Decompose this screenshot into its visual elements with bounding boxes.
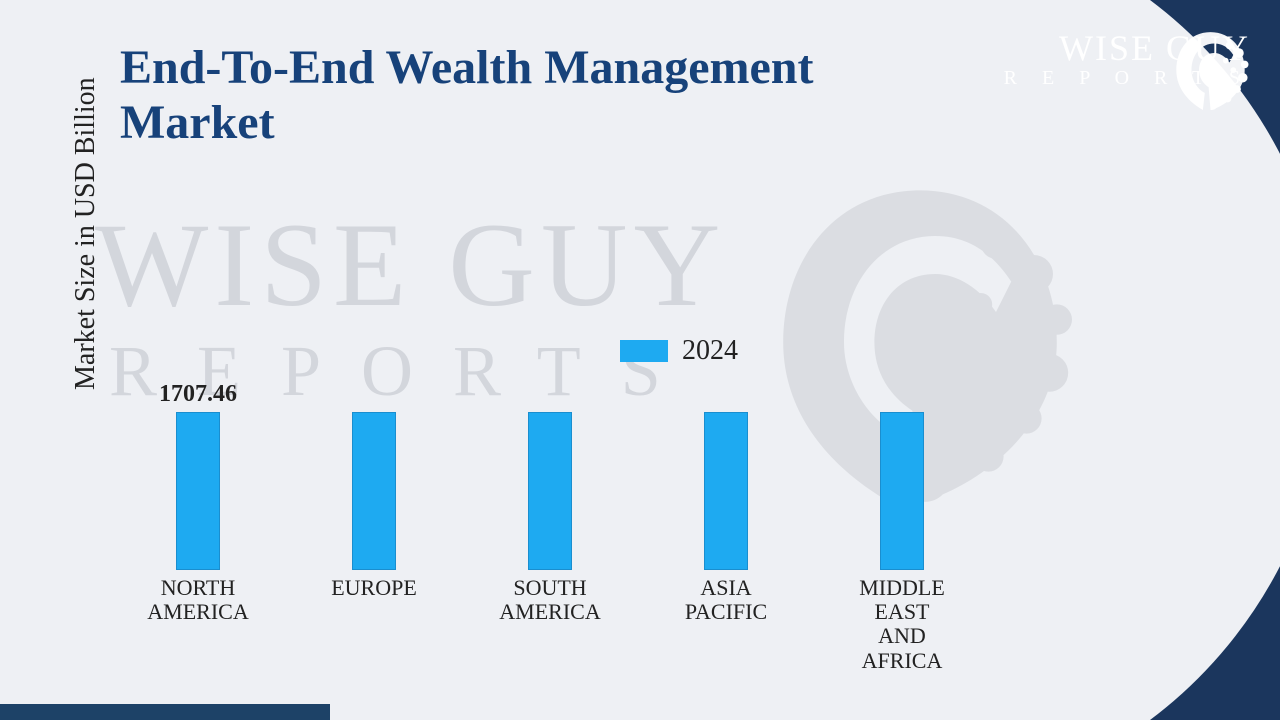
chart-title: End-To-End Wealth Management Market <box>120 40 900 150</box>
brand-line1: WISE GUY <box>1004 30 1250 66</box>
bar-slot: EUROPE <box>286 381 462 570</box>
category-label: ASIAPACIFIC <box>638 570 814 624</box>
category-label: EUROPE <box>286 570 462 600</box>
brand-logo: WISE GUY R E P O R T S <box>1004 30 1250 90</box>
bar-value-label <box>462 381 638 408</box>
category-label: NORTHAMERICA <box>110 570 286 624</box>
bar-slot: 1707.46NORTHAMERICA <box>110 381 286 570</box>
bar-slot: SOUTHAMERICA <box>462 381 638 570</box>
watermark-line1: WISE GUY <box>95 205 726 325</box>
legend: 2024 <box>620 335 738 367</box>
bar-value-label: 1707.46 <box>110 381 286 408</box>
brand-line2: R E P O R T S <box>1004 66 1250 90</box>
bar <box>352 412 396 570</box>
bar <box>880 412 924 570</box>
bar-value-label <box>286 381 462 408</box>
y-axis-label: Market Size in USD Billion <box>70 77 102 390</box>
bar-chart: 1707.46NORTHAMERICA EUROPE SOUTHAMERICA … <box>110 370 990 570</box>
legend-swatch <box>620 340 668 362</box>
category-label: SOUTHAMERICA <box>462 570 638 624</box>
legend-label: 2024 <box>682 335 738 367</box>
bar <box>704 412 748 570</box>
bar-slot: ASIAPACIFIC <box>638 381 814 570</box>
category-label: MIDDLEEASTANDAFRICA <box>814 570 990 673</box>
bar <box>176 412 220 570</box>
bar-value-label <box>814 381 990 408</box>
figure-canvas: WISE GUY R E P O R T S WISE GUY REPORTS … <box>0 0 1280 720</box>
bar <box>528 412 572 570</box>
bottom-accent-bar <box>0 704 330 720</box>
bar-slot: MIDDLEEASTANDAFRICA <box>814 381 990 570</box>
bar-value-label <box>638 381 814 408</box>
